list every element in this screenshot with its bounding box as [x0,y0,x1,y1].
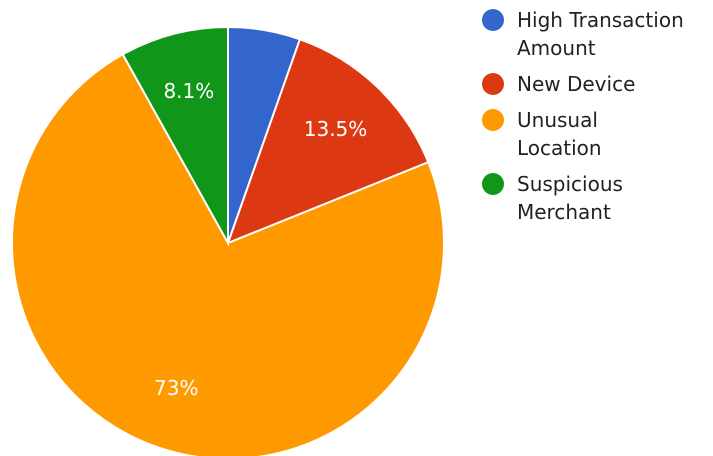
legend-item-new-device[interactable]: New Device [482,70,712,98]
pie-chart: 13.5% 73% 8.1% [11,25,445,456]
legend-label: Unusual Location [517,108,602,160]
pie-slice-2[interactable] [11,53,445,456]
pie-slice-3[interactable] [121,25,229,247]
slice-label-3: 8.1% [163,79,214,103]
legend-label: Suspicious Merchant [517,172,623,224]
legend-label: High Transaction Amount [517,8,684,60]
slice-label-1: 13.5% [304,117,368,141]
legend-item-suspicious-merchant[interactable]: Suspicious Merchant [482,170,712,226]
slice-label-2: 73% [154,376,198,400]
legend-swatch-suspicious-merchant [482,173,504,195]
legend-label: New Device [517,72,636,96]
legend-swatch-high-transaction-amount [482,9,504,31]
legend-swatch-unusual-location [482,109,504,131]
legend-item-unusual-location[interactable]: Unusual Location [482,106,712,162]
legend-item-high-transaction-amount[interactable]: High Transaction Amount [482,6,712,62]
pie-slice-1[interactable] [226,38,430,245]
legend-swatch-new-device [482,73,504,95]
chart-legend: High Transaction Amount New Device Unusu… [482,6,712,234]
